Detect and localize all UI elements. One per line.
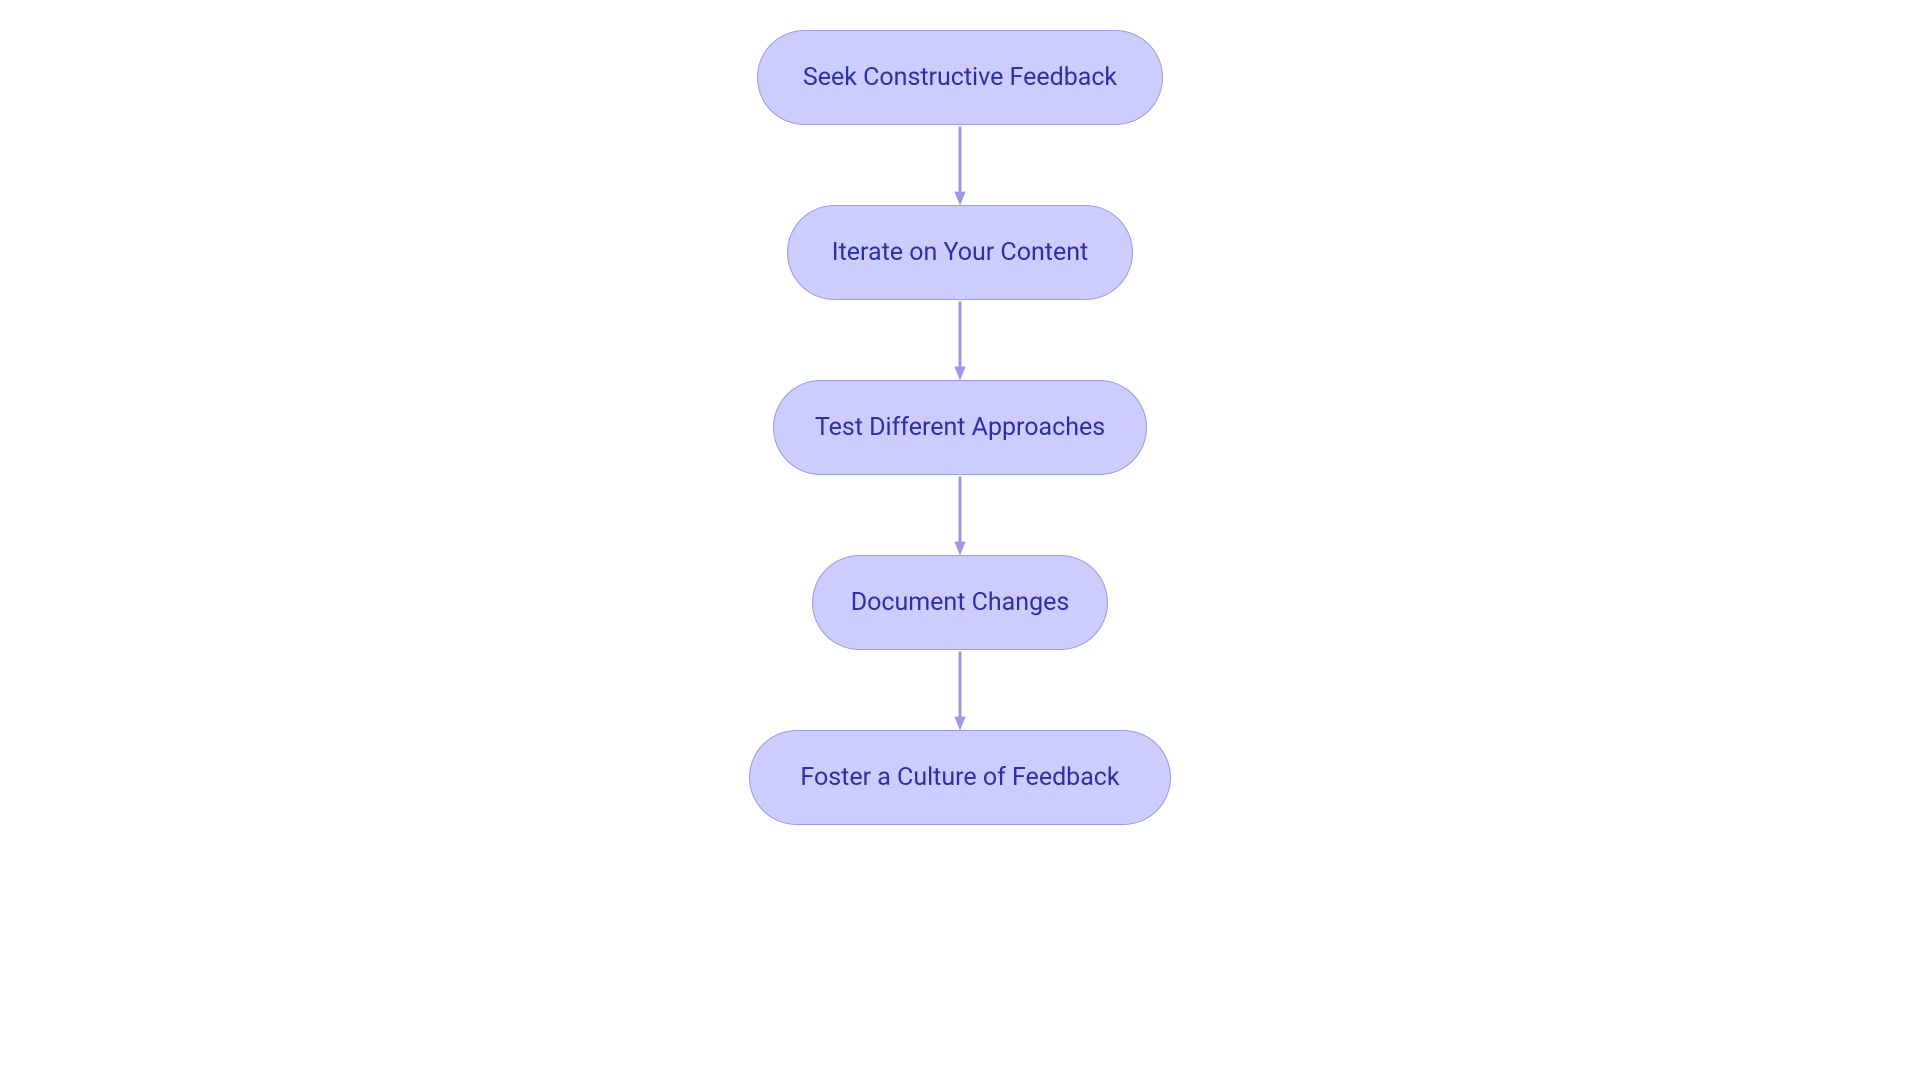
- flowchart-node-label: Test Different Approaches: [815, 413, 1105, 442]
- flowchart-node-label: Document Changes: [851, 588, 1070, 617]
- edges-layer: [0, 0, 1920, 1083]
- flowchart-node-label: Foster a Culture of Feedback: [800, 763, 1119, 792]
- flowchart-node: Seek Constructive Feedback: [757, 30, 1163, 125]
- flowchart-node-label: Seek Constructive Feedback: [803, 63, 1117, 92]
- flowchart-node: Document Changes: [812, 555, 1108, 650]
- flowchart-node: Iterate on Your Content: [787, 205, 1133, 300]
- flowchart-canvas: Seek Constructive Feedback Iterate on You…: [0, 0, 1920, 1083]
- flowchart-node: Foster a Culture of Feedback: [749, 730, 1171, 825]
- flowchart-node-label: Iterate on Your Content: [832, 238, 1088, 267]
- flowchart-node: Test Different Approaches: [773, 380, 1147, 475]
